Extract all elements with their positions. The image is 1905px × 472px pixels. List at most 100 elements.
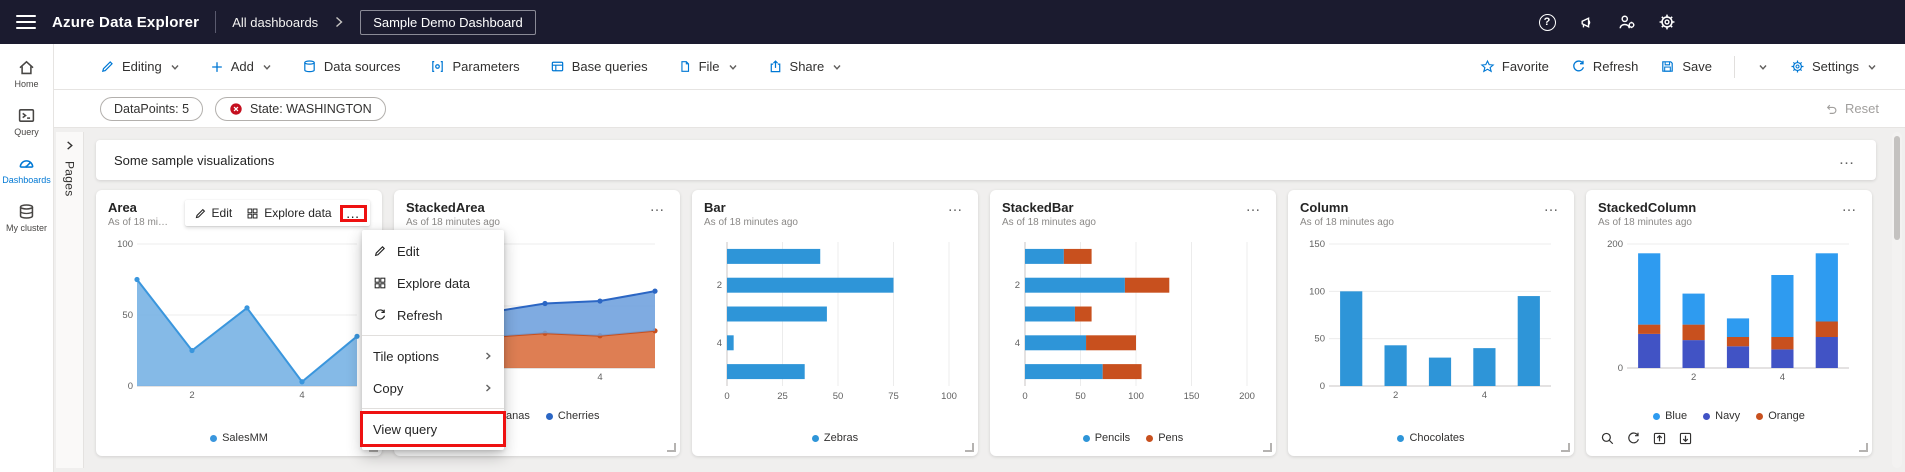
legend-label: Chocolates [1409,432,1465,444]
svg-text:4: 4 [717,338,722,349]
sidebar-item-label: Home [14,79,39,90]
gear-icon [1790,59,1805,74]
tile-edit-button[interactable]: Edit [188,202,239,224]
favorite-button[interactable]: Favorite [1480,59,1549,74]
section-more-button[interactable]: … [1838,151,1856,168]
tile-resize-handle[interactable] [965,443,974,452]
tile-more-button[interactable]: … [649,198,666,215]
tile-more-button[interactable]: … [1841,198,1858,215]
user-settings-icon[interactable] [1617,12,1637,32]
app-title: Azure Data Explorer [52,13,200,31]
tile-column: Column As of 18 minutes ago … 0 50 100 150 2… [1288,190,1574,456]
chevron-down-icon [1758,62,1768,72]
legend-label: Orange [1768,410,1805,422]
editing-mode-button[interactable]: Editing [100,59,180,74]
sidebar-item-query[interactable]: Query [0,98,53,146]
stacked-bar-chart: 0 50 100 150 200 2 4 [1015,242,1255,402]
command-bar: Editing Add Data sources Parameters Base… [54,44,1905,90]
filter-pill-datapoints[interactable]: DataPoints: 5 [100,96,204,121]
feedback-megaphone-icon[interactable] [1577,12,1597,32]
tile-title: StackedArea [406,200,485,215]
share-menu-button[interactable]: Share [768,59,843,74]
menu-item-edit[interactable]: Edit [362,235,504,267]
remove-filter-icon[interactable] [229,102,243,116]
expand-pages-chevron-icon[interactable] [64,140,75,151]
tile-more-button[interactable]: … [1543,198,1560,215]
pencil-icon [194,207,207,220]
chevron-down-icon [1867,62,1877,72]
tile-resize-handle[interactable] [667,443,676,452]
search-zoom-icon[interactable] [1600,431,1615,446]
chevron-right-icon [483,383,493,393]
menu-item-explore-data[interactable]: Explore data [362,267,504,299]
tile-more-button[interactable]: … [947,198,964,215]
tile-more-button[interactable]: … [1245,198,1262,215]
menu-item-refresh[interactable]: Refresh [362,299,504,331]
top-bar: Azure Data Explorer All dashboards Sampl… [0,0,1905,44]
topbar-icon-group: ? [1537,12,1677,32]
tile-explore-data-button[interactable]: Explore data [240,202,337,224]
sidebar-item-my-cluster[interactable]: My cluster [0,194,53,242]
annotation-red-box-more: … [339,204,367,222]
sidebar-item-dashboards[interactable]: Dashboards [0,146,53,194]
tile-resize-handle[interactable] [1859,443,1868,452]
tile-subtitle: As of 18 minutes ago [108,217,170,228]
sidebar-item-label: My cluster [5,223,47,234]
svg-text:150: 150 [1309,239,1325,250]
grid-icon [373,276,388,290]
breadcrumb-all-dashboards[interactable]: All dashboards [232,14,319,30]
filter-pill-state[interactable]: State: WASHINGTON [215,96,386,121]
svg-text:4: 4 [299,390,304,401]
legend-dot [1756,412,1764,420]
parameters-button[interactable]: Parameters [430,59,520,74]
save-button[interactable]: Save [1660,59,1712,74]
scrollbar-thumb[interactable] [1894,136,1900,240]
tile-title: Area [108,200,137,215]
help-icon[interactable]: ? [1537,12,1557,32]
svg-text:200: 200 [1239,391,1255,402]
tile-title: Column [1300,200,1349,215]
divider [215,11,217,33]
reset-filters-button[interactable]: Reset [1824,101,1879,116]
gear-icon[interactable] [1657,12,1677,32]
refresh-button[interactable]: Refresh [1571,59,1638,74]
star-icon [1480,59,1495,74]
save-split-chevron[interactable] [1757,62,1768,72]
chart-legend: SalesMM [108,432,370,446]
stacked-column-chart: 0 200 2 4 [1607,239,1849,383]
chevron-down-icon [832,62,842,72]
base-queries-button[interactable]: Base queries [550,59,648,74]
menu-item-copy[interactable]: Copy [362,372,504,404]
svg-text:100: 100 [1128,391,1144,402]
file-menu-button[interactable]: File [678,59,738,74]
section-header-card: Some sample visualizations … [96,140,1876,180]
section-title: Some sample visualizations [114,152,275,168]
settings-button[interactable]: Settings [1790,59,1877,74]
chevron-down-icon [728,62,738,72]
loop-refresh-icon[interactable] [1626,431,1641,446]
menu-item-tile-options[interactable]: Tile options [362,340,504,372]
add-button[interactable]: Add [210,59,272,74]
hamburger-menu-icon[interactable] [16,15,36,29]
menu-item-view-query[interactable]: View query [360,411,506,447]
sidebar-item-home[interactable]: Home [0,50,53,98]
breadcrumb-current-dashboard[interactable]: Sample Demo Dashboard [360,9,536,35]
data-sources-button[interactable]: Data sources [302,59,400,74]
move-down-icon[interactable] [1678,431,1693,446]
tile-stackedbar: StackedBar As of 18 minutes ago … 0 50 100… [990,190,1276,456]
move-up-icon[interactable] [1652,431,1667,446]
svg-text:100: 100 [941,391,957,402]
tile-bar: Bar As of 18 minutes ago … 0 25 50 75 100 2 4 … [692,190,978,456]
legend-label: Pens [1158,432,1184,444]
legend-dot [1146,434,1154,442]
tile-subtitle: As of 18 minutes ago [1002,217,1096,228]
query-icon [17,106,36,125]
svg-text:4: 4 [1780,372,1785,383]
legend-dot [1703,412,1711,420]
tile-resize-handle[interactable] [1263,443,1272,452]
chart-legend: Pencils Pens [1002,432,1264,446]
table-icon [550,59,565,74]
grid-icon [246,207,259,220]
tile-more-button[interactable]: … [345,204,361,221]
tile-resize-handle[interactable] [1561,443,1570,452]
